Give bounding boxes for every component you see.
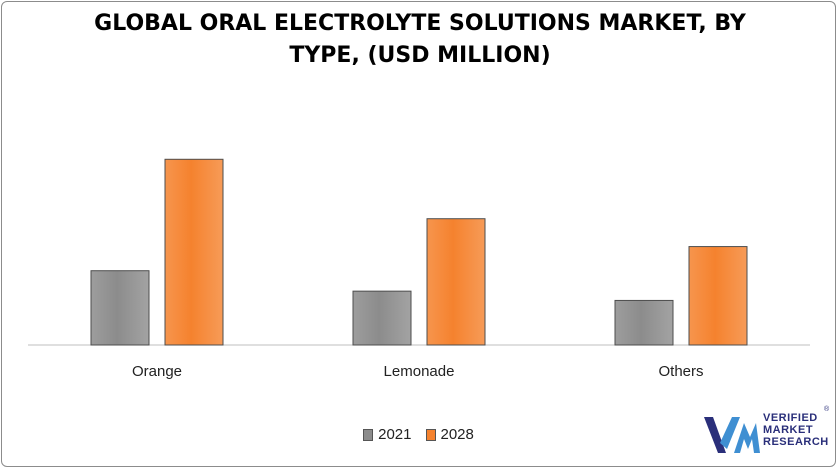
logo-line-1: VERIFIED (763, 412, 818, 424)
legend: 2021 2028 (0, 426, 837, 443)
logo-text: VERIFIED MARKET RESEARCH (763, 412, 829, 448)
vmr-logo-mark-icon (704, 417, 760, 453)
logo-line-3: RESEARCH (763, 436, 829, 448)
x-tick-label-orange: Orange (132, 363, 182, 380)
legend-item-2028: 2028 (425, 426, 474, 443)
legend-label-2021: 2021 (378, 426, 412, 443)
verified-market-research-logo: VERIFIED MARKET RESEARCH ® (700, 403, 830, 461)
bar-others-2021 (614, 299, 674, 346)
registered-mark: ® (824, 406, 830, 413)
x-tick-label-others: Others (658, 363, 703, 380)
bar-lemonade-2028 (426, 218, 486, 346)
bar-orange-2028 (164, 158, 224, 346)
legend-swatch-2021 (363, 428, 374, 441)
chart-title: GLOBAL ORAL ELECTROLYTE SOLUTIONS MARKET… (94, 11, 746, 68)
logo-line-2: MARKET (763, 424, 814, 436)
legend-swatch-2028 (425, 428, 436, 441)
bar-others-2028 (688, 246, 748, 346)
bar-orange-2021 (90, 270, 150, 346)
legend-item-2021: 2021 (363, 426, 412, 443)
x-tick-label-lemonade: Lemonade (384, 363, 455, 380)
bar-lemonade-2021 (352, 290, 412, 346)
legend-label-2028: 2028 (440, 426, 474, 443)
